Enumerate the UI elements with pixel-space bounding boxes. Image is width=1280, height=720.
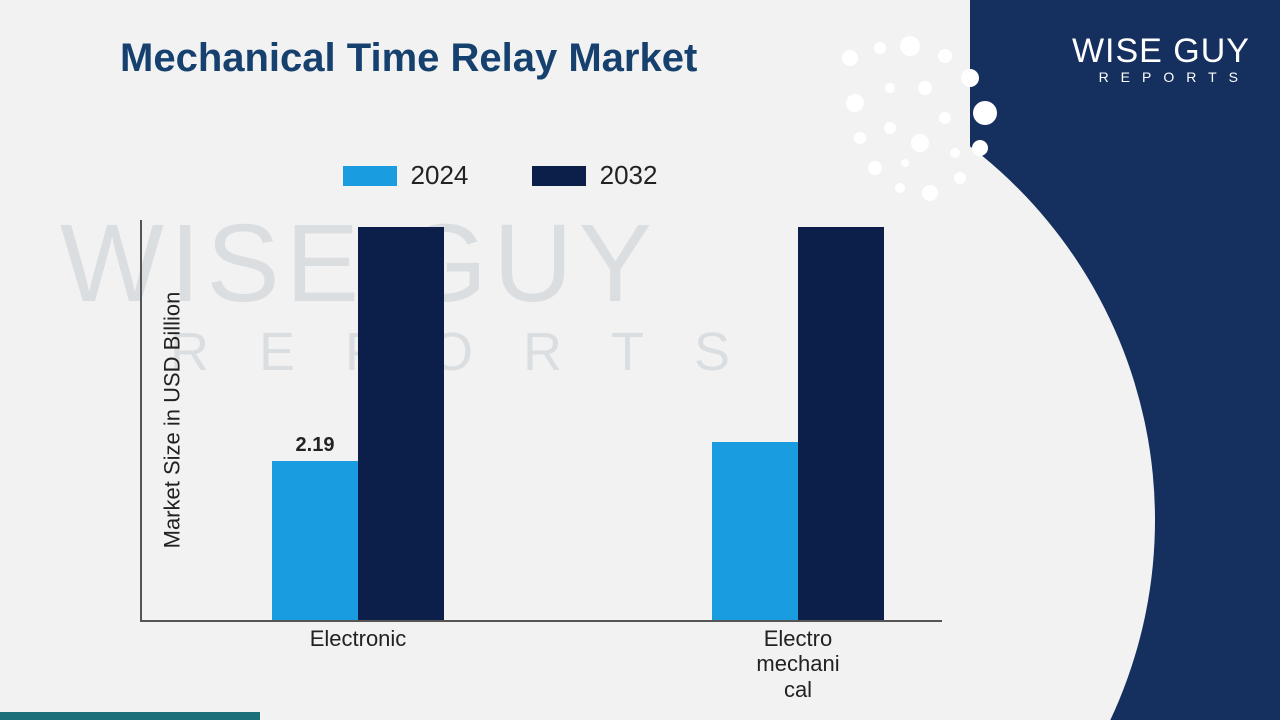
brand-logo-top: WISE GUY xyxy=(1072,32,1250,71)
chart-legend: 2024 2032 xyxy=(50,160,950,193)
x-axis-category-label: Electro mechani cal xyxy=(698,620,898,702)
legend-item: 2024 xyxy=(343,160,469,191)
bar-group: 2.19Electronic xyxy=(272,220,472,620)
legend-item: 2032 xyxy=(532,160,658,191)
bar-group: Electro mechani cal xyxy=(712,220,912,620)
legend-label: 2032 xyxy=(600,160,658,191)
page-root: Mechanical Time Relay Market WISE GUY RE… xyxy=(0,0,1280,720)
bar xyxy=(272,461,358,620)
bar xyxy=(712,442,798,620)
x-axis-category-label: Electronic xyxy=(258,620,458,651)
legend-swatch xyxy=(343,166,397,186)
bottom-accent-bar xyxy=(0,712,260,720)
brand-logo: WISE GUY REPORTS xyxy=(1072,32,1250,85)
bar xyxy=(798,227,884,620)
chart-plot-area: 2.19Electronic Electro mechani cal xyxy=(140,220,942,622)
page-title: Mechanical Time Relay Market xyxy=(120,36,697,81)
bar-value-label: 2.19 xyxy=(272,434,358,457)
bar xyxy=(358,227,444,620)
chart-container: Market Size in USD Billion 2024 2032 2.1… xyxy=(50,160,950,680)
legend-swatch xyxy=(532,166,586,186)
legend-label: 2024 xyxy=(411,160,469,191)
brand-logo-sub: REPORTS xyxy=(1072,69,1250,85)
